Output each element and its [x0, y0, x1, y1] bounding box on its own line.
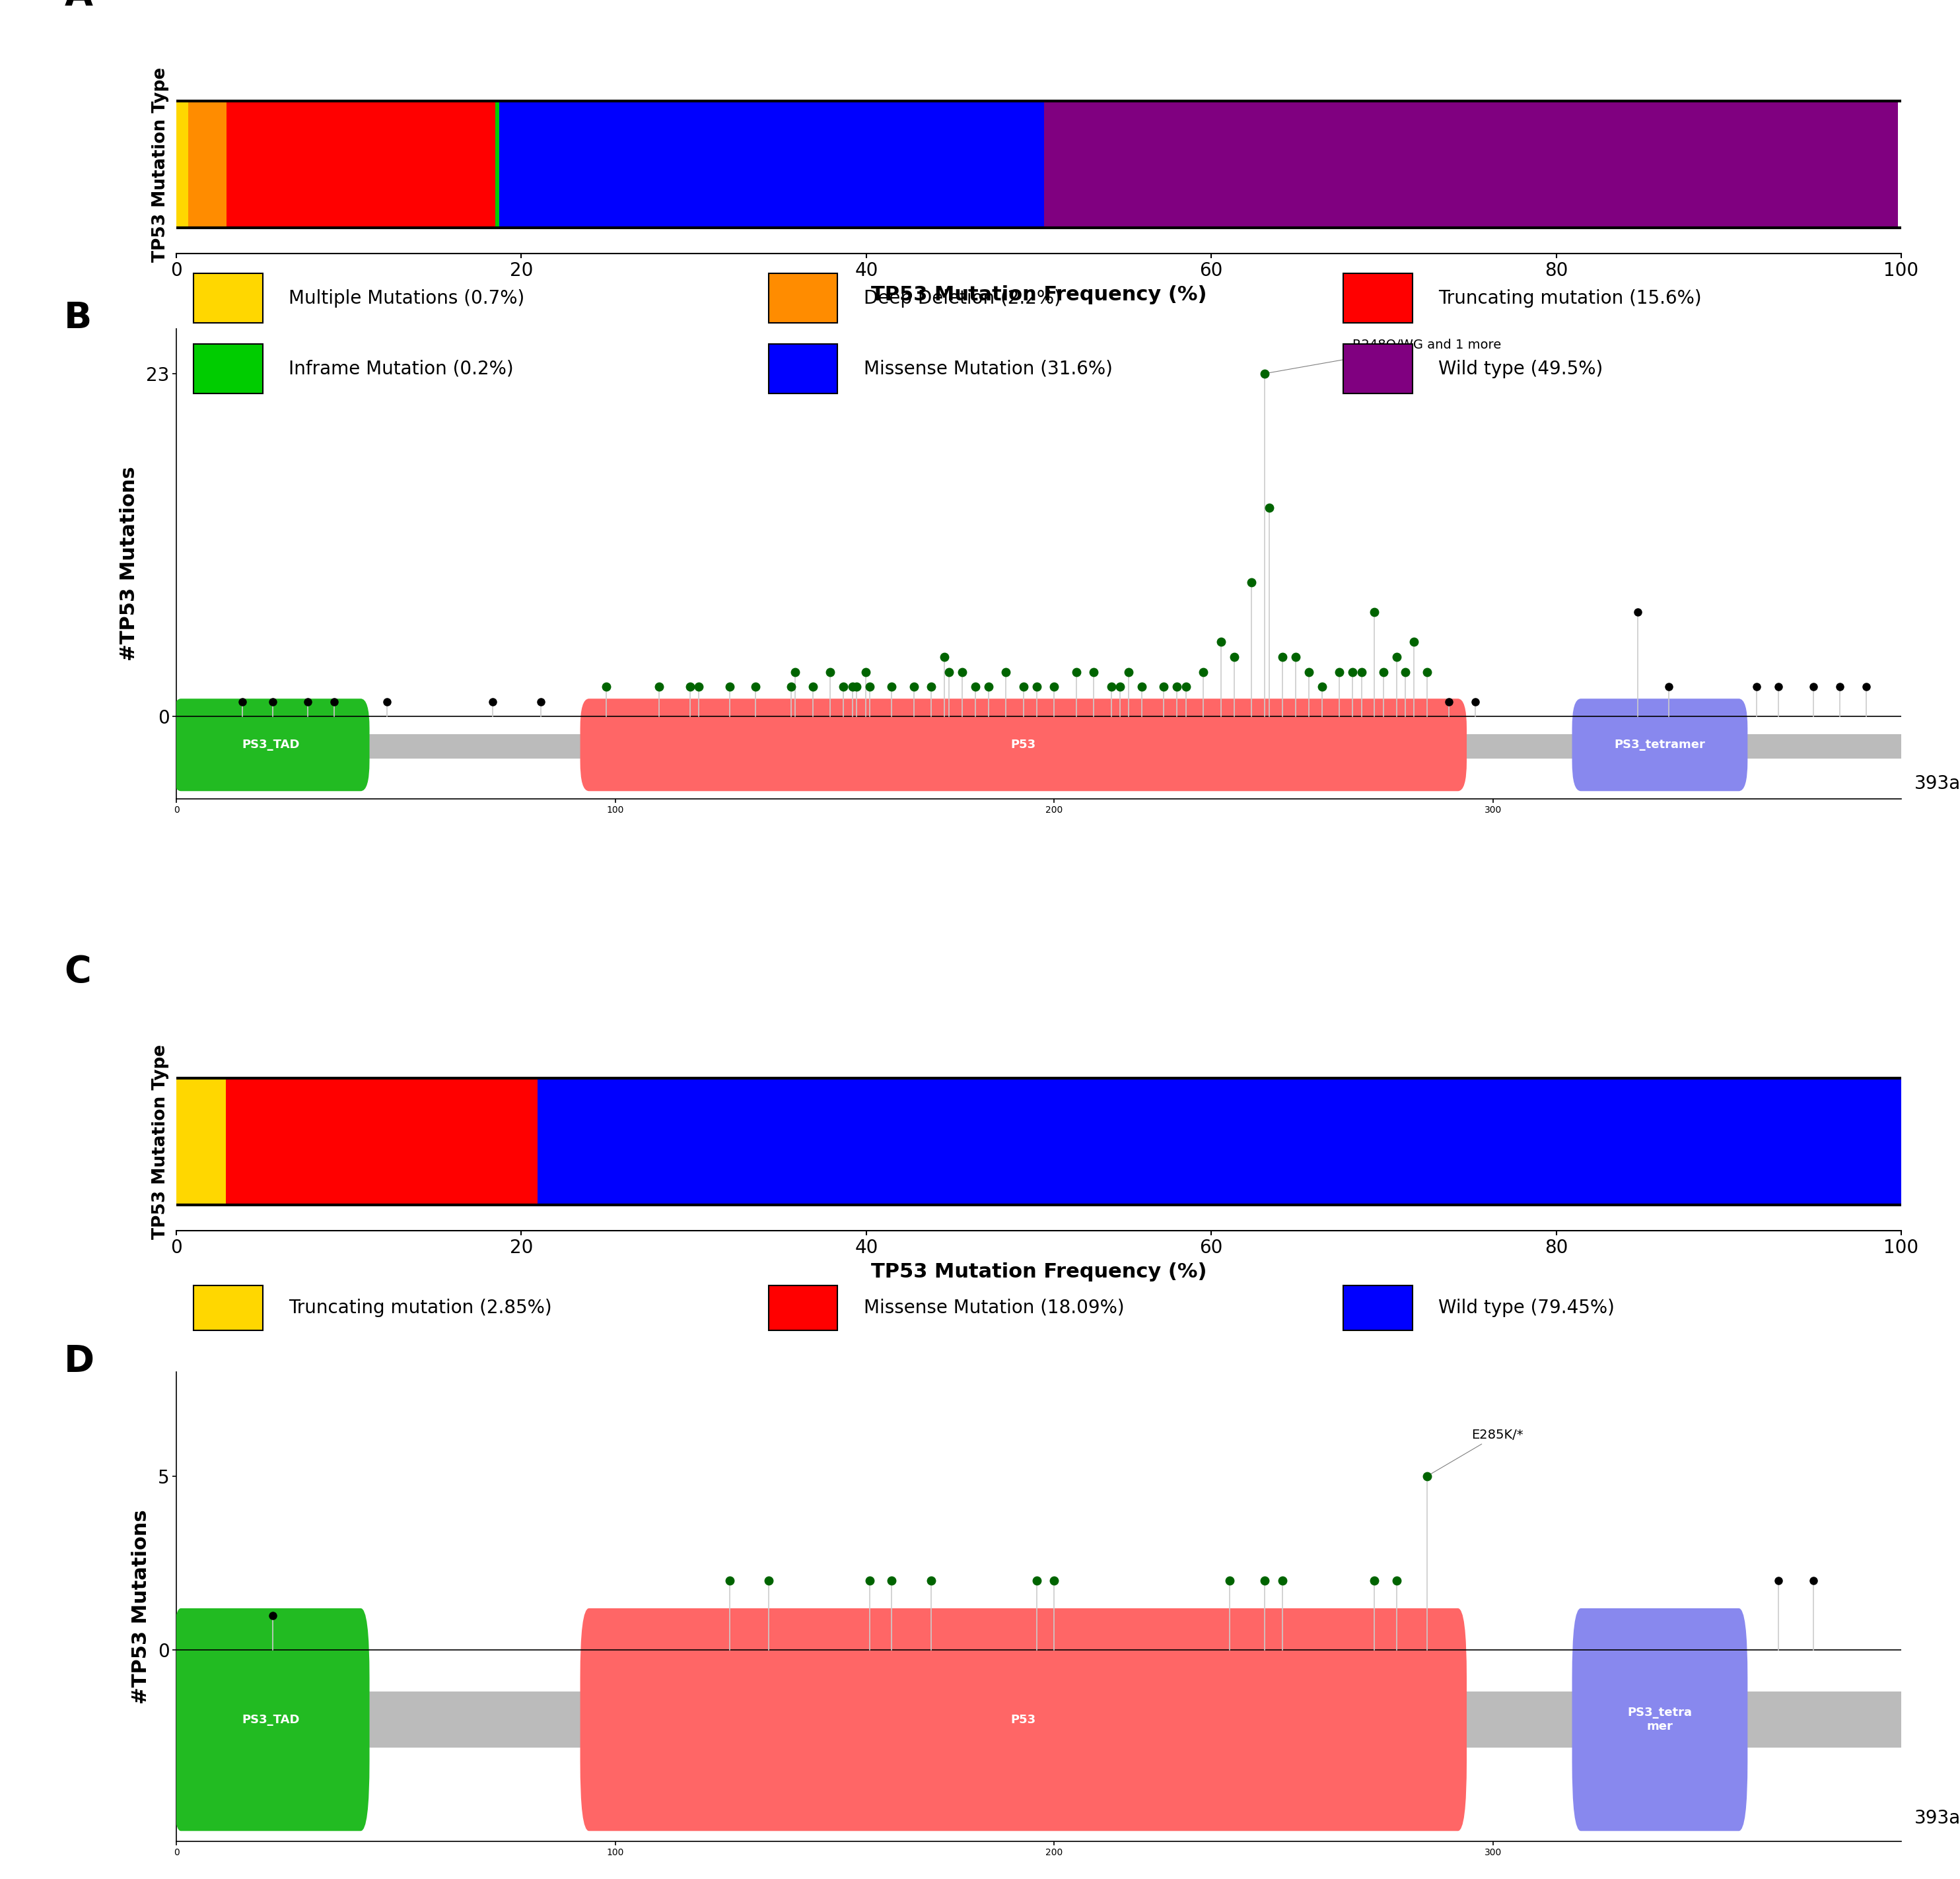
FancyBboxPatch shape [172, 699, 370, 791]
Text: 393aa: 393aa [1915, 774, 1960, 793]
FancyBboxPatch shape [1572, 1608, 1748, 1830]
Text: A: A [65, 0, 92, 13]
Text: PS3_tetra
mer: PS3_tetra mer [1627, 1706, 1691, 1732]
Bar [1045, 101, 1897, 227]
Text: P53: P53 [1011, 738, 1037, 752]
Bar [225, 1079, 537, 1204]
Bar [500, 101, 1045, 227]
Text: Deep Deletion (2.2%): Deep Deletion (2.2%) [864, 289, 1060, 308]
Text: Wild type (79.45%): Wild type (79.45%) [1439, 1298, 1615, 1317]
Text: PS3_TAD: PS3_TAD [241, 1714, 300, 1725]
Text: Inframe Mutation (0.2%): Inframe Mutation (0.2%) [288, 359, 514, 378]
Text: C: C [65, 955, 92, 990]
Text: Wild type (49.5%): Wild type (49.5%) [1439, 359, 1603, 378]
Bar [227, 101, 496, 227]
Text: E285K/*: E285K/* [1429, 1428, 1523, 1475]
Y-axis label: TP53 Mutation Type: TP53 Mutation Type [151, 68, 169, 261]
Bar [496, 101, 500, 227]
FancyBboxPatch shape [580, 1608, 1466, 1830]
FancyBboxPatch shape [1572, 699, 1748, 791]
Y-axis label: #TP53 Mutations: #TP53 Mutations [131, 1509, 151, 1704]
Text: Missense Mutation (18.09%): Missense Mutation (18.09%) [864, 1298, 1123, 1317]
FancyBboxPatch shape [194, 274, 263, 323]
FancyBboxPatch shape [1343, 1285, 1413, 1330]
Text: D: D [65, 1343, 94, 1379]
Bar [176, 735, 1901, 759]
Text: Truncating mutation (15.6%): Truncating mutation (15.6%) [1439, 289, 1701, 308]
Y-axis label: TP53 Mutation Type: TP53 Mutation Type [151, 1045, 169, 1238]
Bar [176, 101, 188, 227]
FancyBboxPatch shape [1343, 274, 1413, 323]
Bar [188, 101, 227, 227]
FancyBboxPatch shape [768, 344, 837, 393]
Text: Multiple Mutations (0.7%): Multiple Mutations (0.7%) [288, 289, 525, 308]
FancyBboxPatch shape [768, 274, 837, 323]
Text: PS3_tetramer: PS3_tetramer [1615, 738, 1705, 752]
Bar [176, 1079, 225, 1204]
X-axis label: TP53 Mutation Frequency (%): TP53 Mutation Frequency (%) [870, 286, 1207, 304]
Text: Missense Mutation (31.6%): Missense Mutation (31.6%) [864, 359, 1113, 378]
Text: B: B [65, 301, 92, 336]
Bar [537, 1079, 1907, 1204]
X-axis label: TP53 Mutation Frequency (%): TP53 Mutation Frequency (%) [870, 1263, 1207, 1281]
Bar [176, 1691, 1901, 1747]
FancyBboxPatch shape [1343, 344, 1413, 393]
FancyBboxPatch shape [172, 1608, 370, 1830]
Text: PS3_TAD: PS3_TAD [241, 738, 300, 752]
FancyBboxPatch shape [194, 344, 263, 393]
FancyBboxPatch shape [194, 1285, 263, 1330]
FancyBboxPatch shape [580, 699, 1466, 791]
Text: P53: P53 [1011, 1714, 1037, 1725]
Y-axis label: #TP53 Mutations: #TP53 Mutations [120, 466, 139, 661]
Text: 393aa: 393aa [1915, 1809, 1960, 1828]
Text: R248Q/WG and 1 more: R248Q/WG and 1 more [1266, 338, 1501, 374]
FancyBboxPatch shape [768, 1285, 837, 1330]
Text: Truncating mutation (2.85%): Truncating mutation (2.85%) [288, 1298, 553, 1317]
